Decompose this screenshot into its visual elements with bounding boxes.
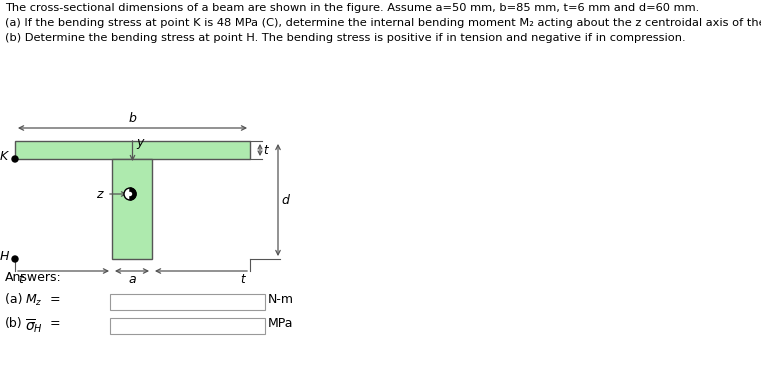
Text: $z$: $z$: [96, 188, 105, 200]
Bar: [110, 294, 265, 310]
Text: (a): (a): [5, 293, 27, 306]
Text: $t$: $t$: [18, 273, 25, 286]
Text: $t$: $t$: [263, 144, 270, 156]
Text: $t$: $t$: [240, 273, 247, 286]
Bar: [110, 318, 265, 334]
Text: =: =: [46, 293, 61, 306]
Polygon shape: [130, 188, 136, 200]
Text: (a) If the bending stress at point K is 48 MPa (C), determine the internal bendi: (a) If the bending stress at point K is …: [5, 18, 761, 28]
Text: $H$: $H$: [0, 250, 10, 264]
Text: The cross-sectional dimensions of a beam are shown in the figure. Assume a=50 mm: The cross-sectional dimensions of a beam…: [5, 3, 699, 13]
Text: $b$: $b$: [128, 111, 137, 125]
Circle shape: [129, 193, 132, 196]
Text: (b) Determine the bending stress at point H. The bending stress is positive if i: (b) Determine the bending stress at poin…: [5, 33, 686, 43]
Circle shape: [12, 156, 18, 162]
Text: $M_z$: $M_z$: [25, 293, 43, 308]
Text: $\overline{\sigma}_H$: $\overline{\sigma}_H$: [25, 317, 43, 335]
Bar: [112, 159, 152, 259]
Circle shape: [12, 256, 18, 262]
Text: N-m: N-m: [268, 293, 294, 306]
Text: (b): (b): [5, 317, 23, 330]
Text: $y$: $y$: [135, 137, 145, 151]
Bar: [15, 141, 250, 159]
Text: $a$: $a$: [128, 273, 136, 286]
Text: $K$: $K$: [0, 150, 10, 162]
Circle shape: [124, 188, 136, 200]
Text: MPa: MPa: [268, 317, 294, 330]
Text: =: =: [46, 317, 61, 330]
Text: Answers:: Answers:: [5, 271, 62, 284]
Text: $d$: $d$: [281, 193, 291, 207]
